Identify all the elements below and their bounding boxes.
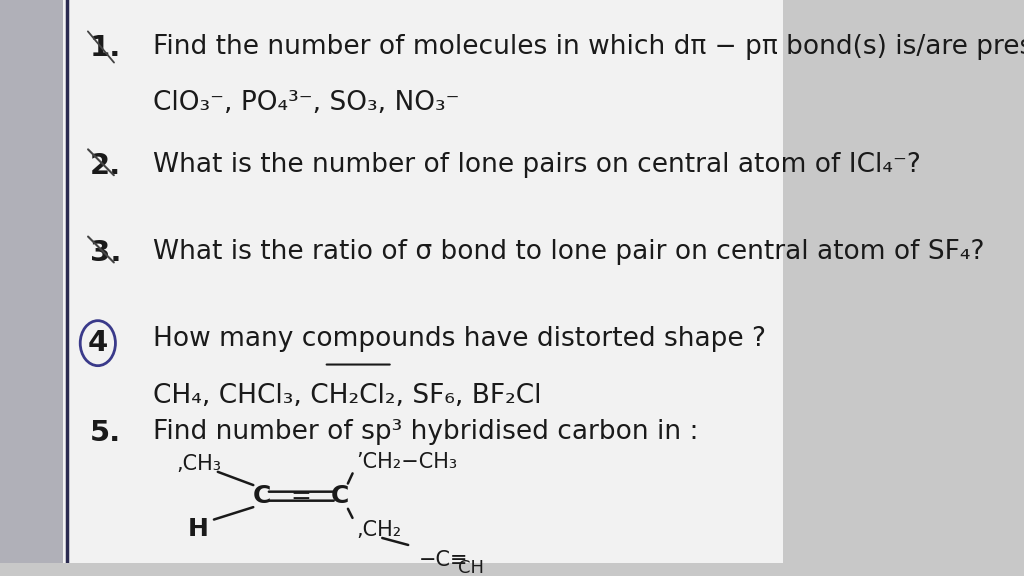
Text: 3.: 3. [90,239,122,267]
Text: CH₄, CHCl₃, CH₂Cl₂, SF₆, BF₂Cl: CH₄, CHCl₃, CH₂Cl₂, SF₆, BF₂Cl [153,382,541,408]
Text: Find number of sp³ hybridised carbon in :: Find number of sp³ hybridised carbon in … [153,419,698,445]
Text: 2.: 2. [90,152,121,180]
Text: Find the number of molecules in which dπ − pπ bond(s) is/are pres: Find the number of molecules in which dπ… [153,34,1024,60]
Text: ,CH₂: ,CH₂ [356,521,401,540]
Text: 5.: 5. [90,419,121,447]
Text: ,CH₃: ,CH₃ [176,454,221,474]
Text: What is the number of lone pairs on central atom of ICl₄⁻?: What is the number of lone pairs on cent… [153,152,921,178]
Text: 1.: 1. [90,34,122,62]
Text: C: C [331,484,349,508]
Text: ’CH₂−CH₃: ’CH₂−CH₃ [356,452,457,472]
Text: H: H [187,517,209,541]
Text: =: = [291,484,311,508]
Bar [0,0,62,563]
Text: How many compounds have distorted shape ?: How many compounds have distorted shape … [153,326,766,353]
Text: −C≡: −C≡ [419,550,468,570]
Text: 4: 4 [88,329,108,357]
Text: ClO₃⁻, PO₄³⁻, SO₃, NO₃⁻: ClO₃⁻, PO₄³⁻, SO₃, NO₃⁻ [153,90,459,116]
Text: CH: CH [458,559,483,576]
Text: C: C [253,484,271,508]
Text: What is the ratio of σ bond to lone pair on central atom of SF₄?: What is the ratio of σ bond to lone pair… [153,239,984,265]
